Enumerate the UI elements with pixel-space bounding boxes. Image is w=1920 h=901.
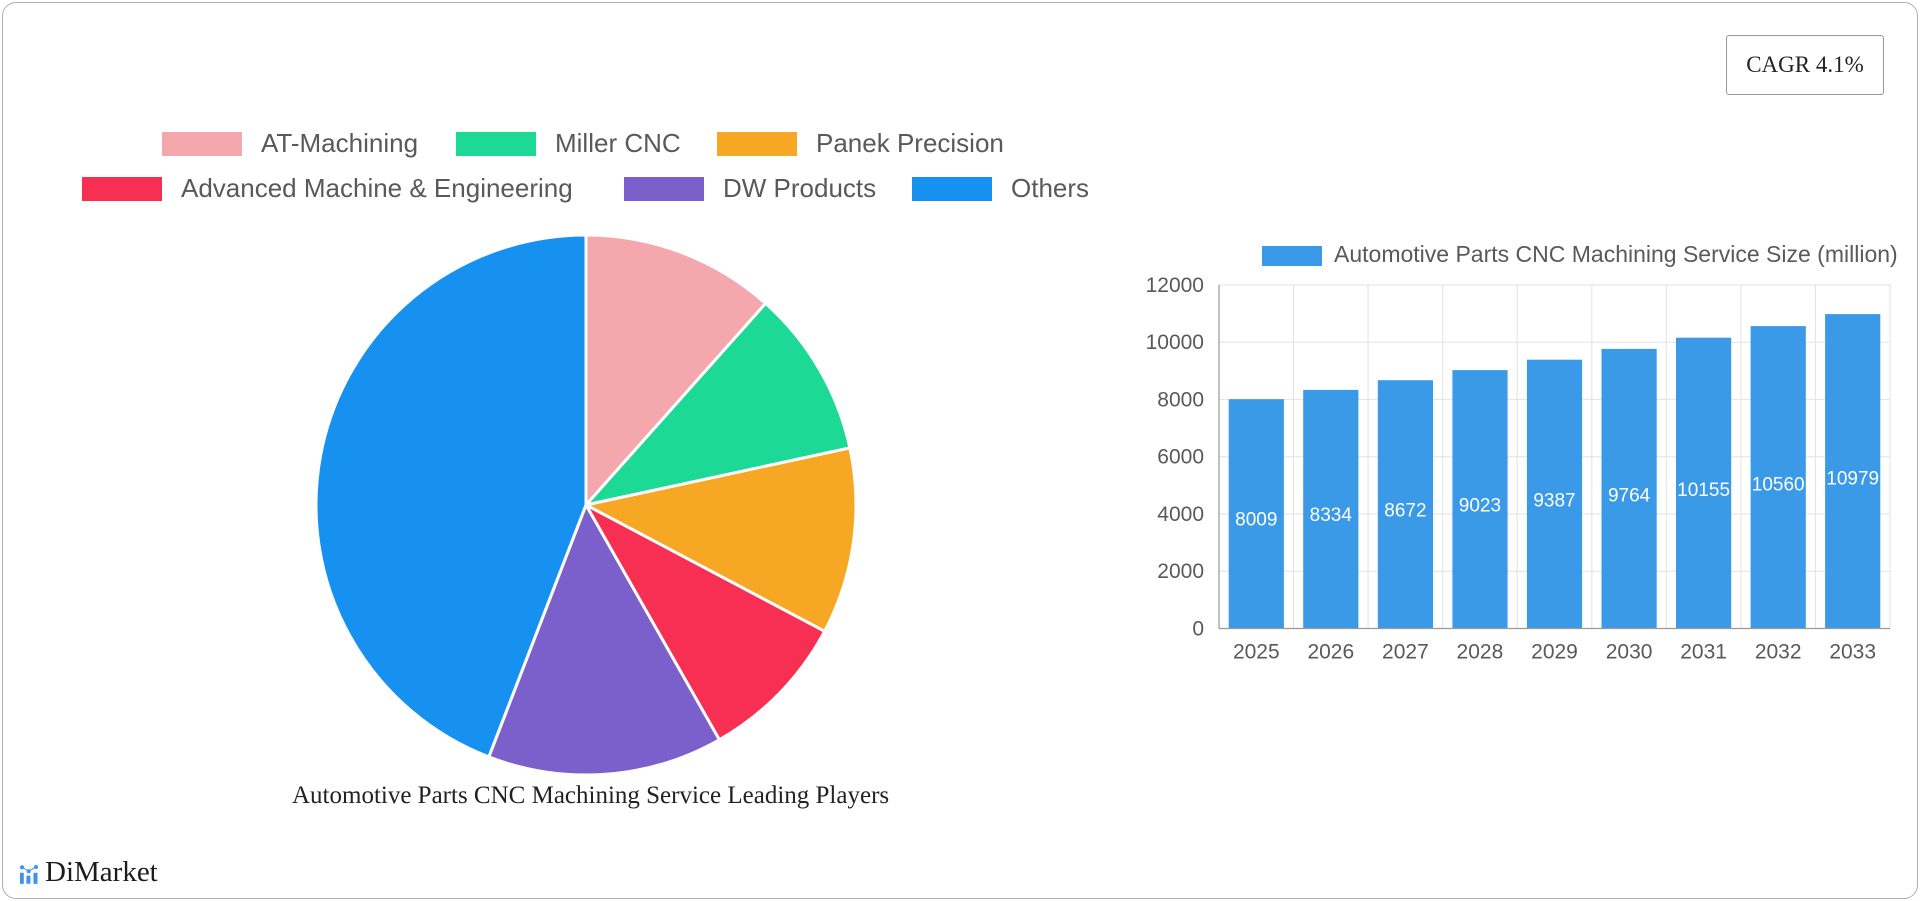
svg-text:12000: 12000 <box>1146 274 1204 297</box>
svg-text:10155: 10155 <box>1677 480 1730 501</box>
svg-text:10979: 10979 <box>1826 469 1879 490</box>
svg-text:10560: 10560 <box>1752 474 1805 495</box>
svg-text:6000: 6000 <box>1157 446 1204 469</box>
svg-text:2025: 2025 <box>1233 641 1280 664</box>
svg-text:9764: 9764 <box>1608 485 1651 506</box>
svg-text:2029: 2029 <box>1531 641 1578 664</box>
svg-text:8334: 8334 <box>1310 505 1353 526</box>
svg-text:8000: 8000 <box>1157 388 1204 411</box>
svg-text:9387: 9387 <box>1533 491 1575 512</box>
svg-text:2028: 2028 <box>1457 641 1504 664</box>
svg-text:4000: 4000 <box>1157 503 1204 526</box>
svg-text:2000: 2000 <box>1157 560 1204 583</box>
svg-text:2031: 2031 <box>1680 641 1727 664</box>
svg-text:9023: 9023 <box>1459 496 1501 517</box>
svg-text:2027: 2027 <box>1382 641 1429 664</box>
svg-text:2033: 2033 <box>1829 641 1876 664</box>
svg-text:8009: 8009 <box>1235 509 1277 530</box>
svg-text:8672: 8672 <box>1384 500 1426 521</box>
svg-text:2032: 2032 <box>1755 641 1802 664</box>
svg-text:10000: 10000 <box>1146 331 1204 354</box>
svg-text:2030: 2030 <box>1606 641 1653 664</box>
svg-text:Automotive Parts CNC Machining: Automotive Parts CNC Machining Service S… <box>1334 241 1898 267</box>
svg-text:2026: 2026 <box>1307 641 1354 664</box>
svg-text:0: 0 <box>1192 618 1204 641</box>
